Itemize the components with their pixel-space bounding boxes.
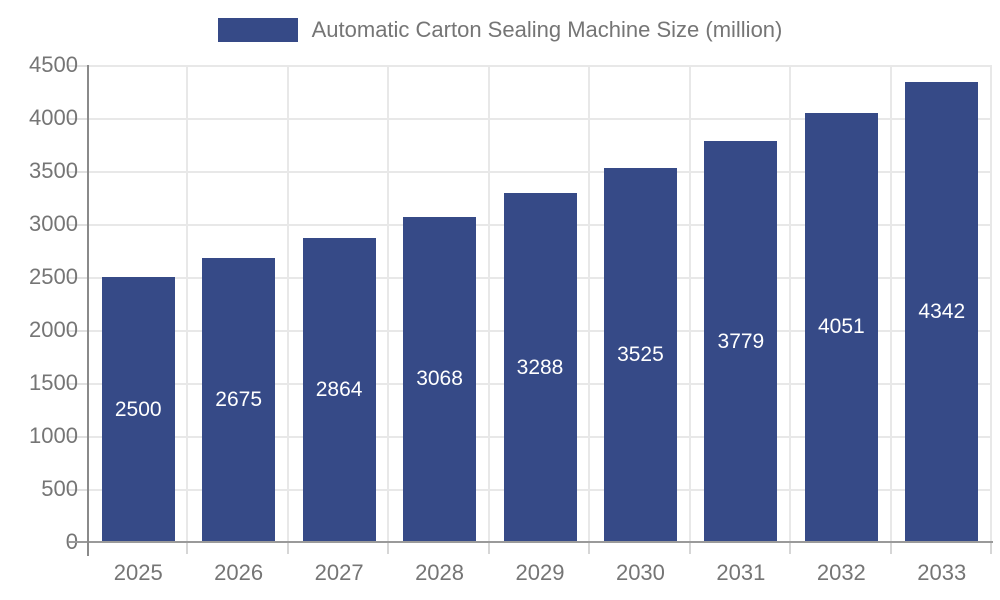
gridline-v <box>186 65 189 542</box>
legend-swatch <box>217 18 298 42</box>
bar[interactable] <box>202 258 276 542</box>
bar-value-label: 2500 <box>114 397 162 421</box>
gridline-v <box>688 65 691 542</box>
gridline-v <box>789 65 792 542</box>
y-tick-label: 3500 <box>29 158 78 183</box>
y-tick-label: 2500 <box>29 264 78 289</box>
x-tick-label: 2025 <box>113 560 163 585</box>
y-axis-tick <box>68 65 88 67</box>
x-tick-label: 2026 <box>214 560 264 585</box>
x-axis-line <box>68 541 993 543</box>
bar[interactable] <box>905 81 979 542</box>
bar-value-label: 2675 <box>215 388 263 412</box>
bar[interactable] <box>704 141 778 542</box>
y-axis-tick <box>68 383 88 385</box>
y-axis-tick <box>68 330 88 332</box>
y-axis-tick <box>68 436 88 438</box>
bar-value-label: 3288 <box>516 355 564 379</box>
x-axis-tick <box>387 542 390 554</box>
y-axis-tick <box>68 118 88 120</box>
bar[interactable] <box>101 277 175 542</box>
x-tick-label: 2027 <box>314 560 364 585</box>
x-tick-label: 2031 <box>716 560 766 585</box>
x-axis-tick <box>688 542 691 554</box>
x-tick-label: 2028 <box>415 560 465 585</box>
bar[interactable] <box>302 238 376 542</box>
y-tick-label: 3000 <box>29 211 78 236</box>
gridline-v <box>990 65 992 542</box>
y-tick-label: 4000 <box>29 105 78 130</box>
x-tick-label: 2030 <box>615 560 665 585</box>
gridline-v <box>889 65 892 542</box>
y-axis-tick <box>68 489 88 491</box>
gridline-v <box>588 65 591 542</box>
bar[interactable] <box>503 193 577 542</box>
x-axis-tick <box>286 542 289 554</box>
bar-value-label: 4051 <box>817 315 865 339</box>
bar-value-label: 4342 <box>918 299 966 323</box>
gridline-v <box>487 65 490 542</box>
bar[interactable] <box>804 112 878 542</box>
y-tick-label: 2000 <box>29 317 78 342</box>
x-axis-tick <box>889 542 892 554</box>
x-tick-label: 2033 <box>917 560 967 585</box>
x-tick-label: 2029 <box>515 560 565 585</box>
y-axis-line <box>87 65 89 556</box>
legend[interactable]: Automatic Carton Sealing Machine Size (m… <box>0 17 1000 43</box>
legend-label: Automatic Carton Sealing Machine Size (m… <box>311 17 783 42</box>
gridline-h <box>88 65 992 67</box>
y-axis-tick <box>68 224 88 226</box>
bar[interactable] <box>603 168 677 542</box>
y-tick-label: 4500 <box>29 52 78 77</box>
x-axis-tick <box>487 542 490 554</box>
bar-value-label: 3779 <box>717 329 765 353</box>
y-tick-label: 1000 <box>29 423 78 448</box>
bar[interactable] <box>403 216 477 542</box>
gridline-h <box>88 118 992 120</box>
plot-area: 2500 2675 2864 3068 3288 3525 3779 4051 4342 <box>88 65 992 542</box>
x-tick-label: 2032 <box>816 560 866 585</box>
y-axis-tick <box>68 277 88 279</box>
gridline-h <box>88 171 992 173</box>
bar-value-label: 2864 <box>315 378 363 402</box>
x-axis-tick <box>990 542 992 554</box>
x-axis-tick <box>186 542 189 554</box>
gridline-v <box>387 65 390 542</box>
bar-value-label: 3525 <box>617 343 664 367</box>
gridline-v <box>286 65 289 542</box>
bar-value-label: 3068 <box>416 367 463 391</box>
y-tick-label: 1500 <box>29 370 78 395</box>
x-axis-tick <box>789 542 792 554</box>
y-axis-tick <box>68 171 88 173</box>
y-tick-label: 500 <box>41 476 78 501</box>
x-axis-tick <box>588 542 591 554</box>
